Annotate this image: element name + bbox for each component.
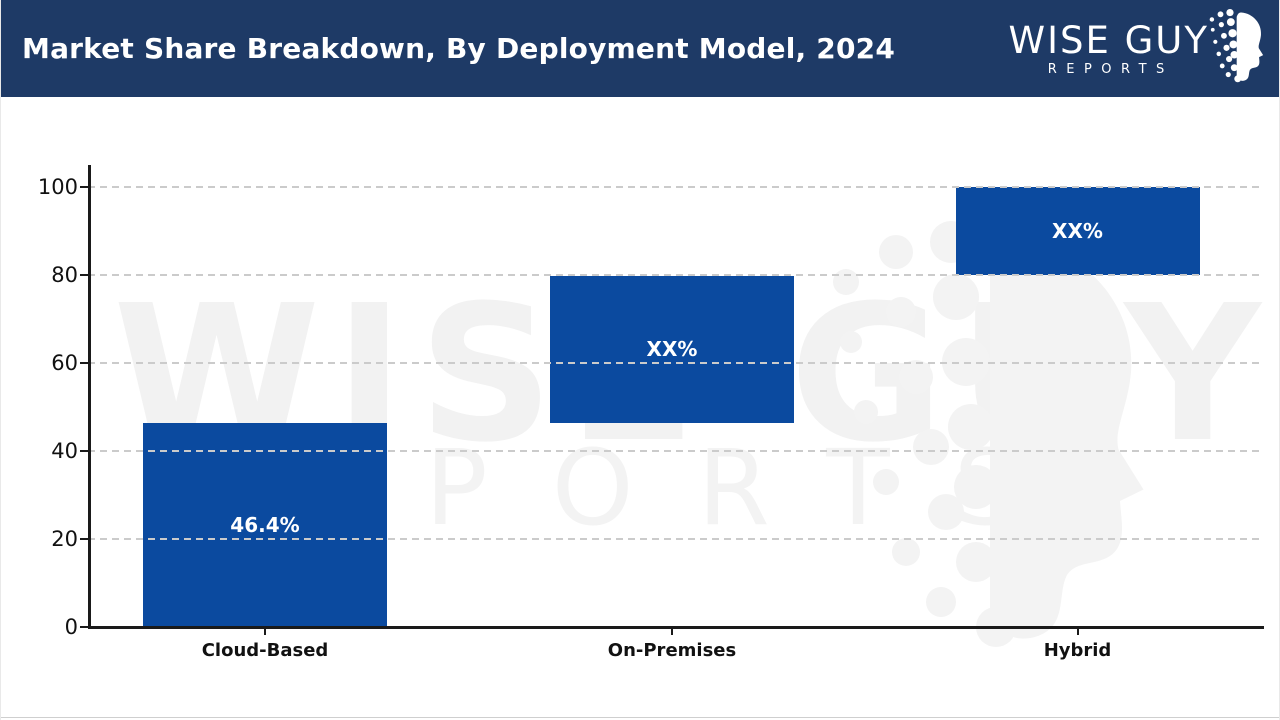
y-tick-80 <box>80 273 88 276</box>
y-tick-label: 20 <box>51 526 78 551</box>
x-tick-hybrid <box>1076 627 1079 635</box>
category-label-hybrid: Hybrid <box>1043 640 1112 661</box>
gridline-80 <box>88 273 1263 276</box>
bottom-border <box>1 717 1279 718</box>
category-label-on-premises: On-Premises <box>607 640 737 661</box>
chart-title: Market Share Breakdown, By Deployment Mo… <box>22 32 896 65</box>
x-axis <box>88 626 1264 629</box>
y-axis <box>88 165 91 629</box>
logo-wordmark: WISE GUY <box>1008 18 1209 62</box>
y-tick-40 <box>80 449 88 452</box>
gridline-100 <box>88 185 1263 188</box>
category-label-cloud-based: Cloud-Based <box>201 640 329 661</box>
y-tick-60 <box>80 361 88 364</box>
y-tick-label: 100 <box>37 174 78 199</box>
bar-value-label: XX% <box>1052 218 1103 243</box>
y-tick-label: 60 <box>51 350 78 375</box>
bar-on-premises <box>550 276 794 423</box>
wiseguy-logo: WISE GUY REPORTS <box>1009 7 1267 91</box>
y-tick-label: 40 <box>51 438 78 463</box>
x-tick-cloud-based <box>264 627 266 635</box>
y-tick-label: 80 <box>51 262 78 287</box>
watermark-face-icon <box>796 212 1176 676</box>
gridline-40 <box>88 449 1263 452</box>
y-tick-0 <box>80 626 88 628</box>
logo-subtitle: REPORTS <box>1047 61 1174 77</box>
bar-value-label: 46.4% <box>230 512 300 537</box>
y-tick-20 <box>80 537 88 540</box>
dotted-face-icon <box>1205 7 1267 91</box>
bar-cloud-based <box>143 422 387 627</box>
gridline-60 <box>88 361 1263 364</box>
bar-hybrid <box>955 186 1200 275</box>
x-tick-on-premises <box>671 627 673 635</box>
figure-header: Market Share Breakdown, By Deployment Mo… <box>1 0 1279 97</box>
y-tick-100 <box>80 185 88 188</box>
bar-value-label: XX% <box>646 337 698 362</box>
gridline-20 <box>88 537 1263 540</box>
logo-text: WISE GUY REPORTS <box>1009 22 1209 76</box>
y-tick-label: 0 <box>64 615 78 639</box>
